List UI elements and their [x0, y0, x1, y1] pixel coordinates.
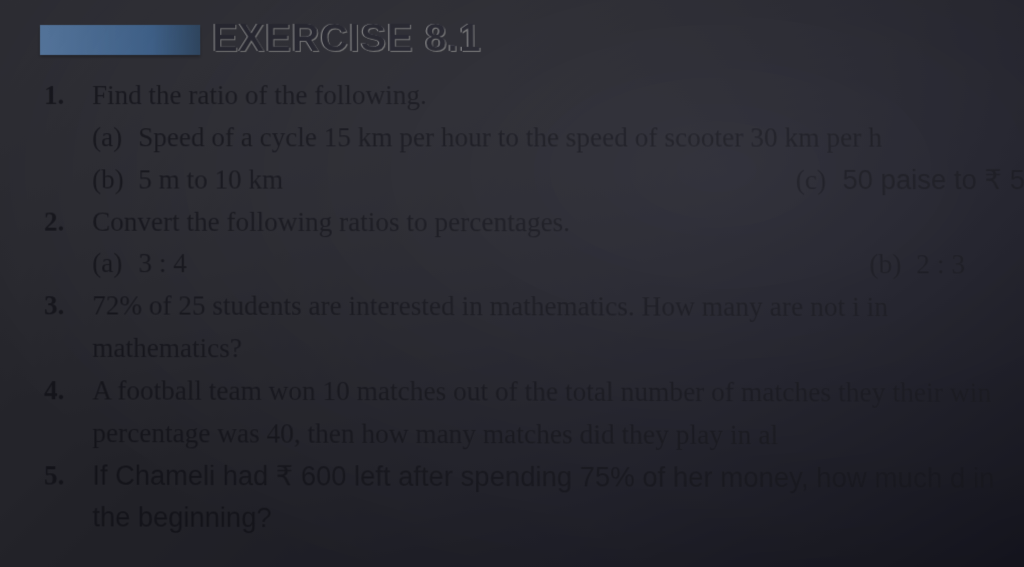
- question-2: Convert the following ratios to percenta…: [92, 201, 1024, 287]
- header-row: EXERCISE 8.1: [40, 17, 1023, 61]
- question-list: Find the ratio of the following. (a)Spee…: [40, 75, 1024, 544]
- q4-text: A football team won 10 matches out of th…: [92, 375, 991, 450]
- q2-b-text: 2 : 3: [916, 249, 965, 280]
- label-b2: (b): [869, 244, 917, 287]
- label-c: (c): [795, 159, 842, 201]
- q1-b: (b)5 m to 10 km: [92, 159, 283, 201]
- question-1: Find the ratio of the following. (a)Spee…: [92, 75, 1024, 202]
- question-3: 72% of 25 students are interested in mat…: [92, 285, 1024, 372]
- question-5: If Chameli had ₹ 600 left after spending…: [92, 455, 1024, 544]
- blue-tab-decor: [40, 24, 200, 54]
- q1-c: (c)50 paise to ₹ 5: [795, 159, 1024, 202]
- q5-text: If Chameli had ₹ 600 left after spending…: [92, 460, 994, 534]
- q2-stem: Convert the following ratios to percenta…: [92, 206, 570, 237]
- q1-c-text: 50 paise to ₹ 5: [842, 165, 1024, 196]
- q2-b: (b)2 : 3: [869, 244, 1024, 287]
- textbook-page: EXERCISE 8.1 Find the ratio of the follo…: [40, 17, 1024, 567]
- q2-a: (a)3 : 4: [92, 243, 187, 285]
- question-4: A football team won 10 matches out of th…: [92, 370, 1024, 458]
- label-a: (a): [92, 117, 138, 159]
- label-b: (b): [92, 159, 138, 201]
- q1-subparts: (a)Speed of a cycle 15 km per hour to th…: [92, 117, 1024, 202]
- label-a2: (a): [92, 243, 138, 285]
- q1-a: (a)Speed of a cycle 15 km per hour to th…: [92, 117, 882, 160]
- q1-stem: Find the ratio of the following.: [92, 80, 427, 110]
- q1-b-text: 5 m to 10 km: [138, 164, 283, 194]
- q1-a-text: Speed of a cycle 15 km per hour to the s…: [138, 122, 882, 153]
- q2-a-text: 3 : 4: [138, 248, 186, 278]
- q2-subparts: (a)3 : 4 (b)2 : 3: [92, 243, 1024, 287]
- exercise-title: EXERCISE 8.1: [212, 18, 481, 61]
- q3-text: 72% of 25 students are interested in mat…: [92, 290, 888, 363]
